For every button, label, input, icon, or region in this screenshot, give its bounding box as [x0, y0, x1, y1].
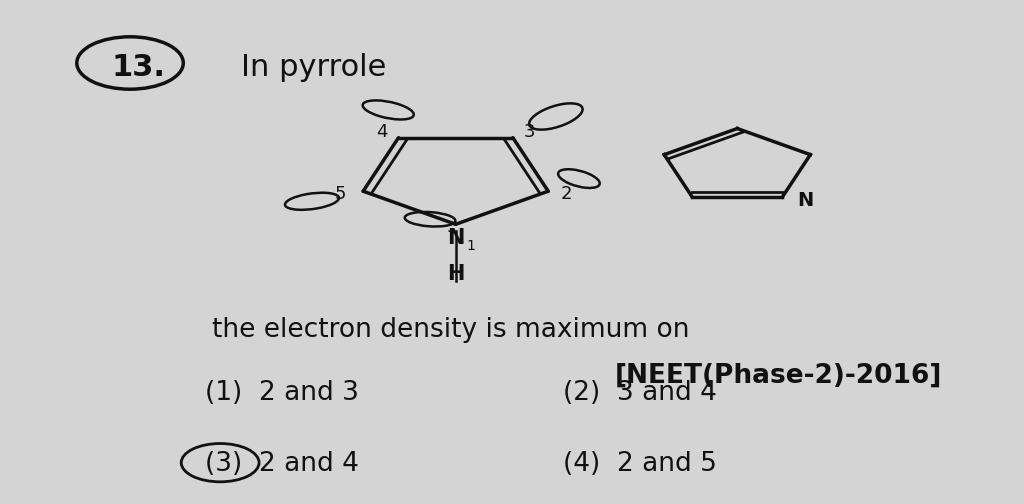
- Text: [NEET(Phase-2)-2016]: [NEET(Phase-2)-2016]: [614, 362, 942, 389]
- Text: 2: 2: [561, 184, 572, 203]
- Text: 5: 5: [335, 184, 346, 203]
- Text: N: N: [797, 192, 813, 211]
- Text: N: N: [447, 228, 464, 248]
- Text: 1: 1: [467, 239, 475, 253]
- Text: (4)  2 and 5: (4) 2 and 5: [563, 451, 717, 477]
- Text: ··: ··: [446, 225, 455, 239]
- Text: 4: 4: [377, 122, 388, 141]
- Text: H: H: [447, 264, 464, 284]
- Text: 13.: 13.: [112, 53, 165, 82]
- Text: (1)  2 and 3: (1) 2 and 3: [205, 380, 358, 406]
- Text: the electron density is maximum on: the electron density is maximum on: [212, 317, 689, 343]
- Text: 3: 3: [523, 122, 535, 141]
- Text: In pyrrole: In pyrrole: [241, 53, 386, 82]
- Text: (3)  2 and 4: (3) 2 and 4: [205, 451, 358, 477]
- Text: (2)  3 and 4: (2) 3 and 4: [563, 380, 717, 406]
